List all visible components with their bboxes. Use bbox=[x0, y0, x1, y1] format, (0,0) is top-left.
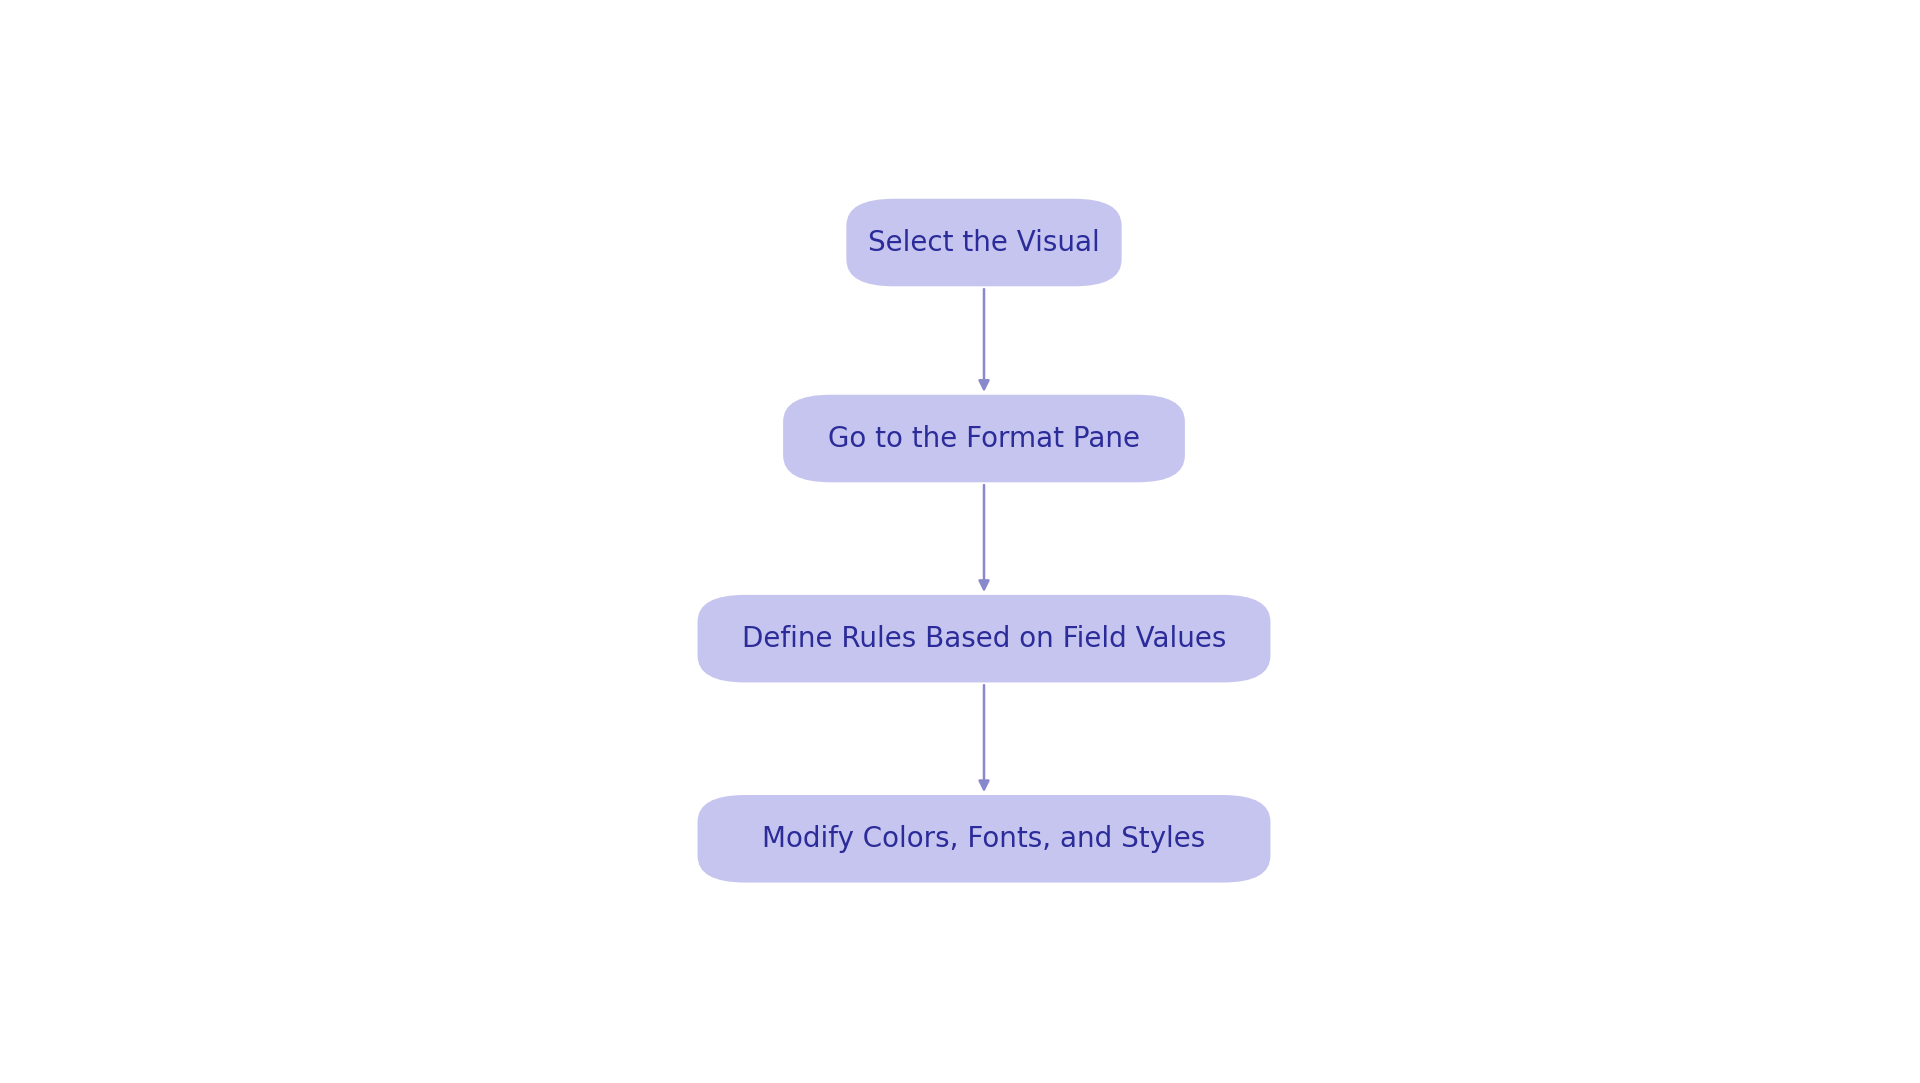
FancyBboxPatch shape bbox=[697, 795, 1271, 883]
FancyBboxPatch shape bbox=[783, 394, 1185, 482]
Text: Modify Colors, Fonts, and Styles: Modify Colors, Fonts, and Styles bbox=[762, 825, 1206, 852]
Text: Go to the Format Pane: Go to the Format Pane bbox=[828, 425, 1140, 453]
Text: Define Rules Based on Field Values: Define Rules Based on Field Values bbox=[741, 625, 1227, 653]
FancyBboxPatch shape bbox=[697, 595, 1271, 682]
Text: Select the Visual: Select the Visual bbox=[868, 229, 1100, 257]
FancyBboxPatch shape bbox=[847, 199, 1121, 286]
